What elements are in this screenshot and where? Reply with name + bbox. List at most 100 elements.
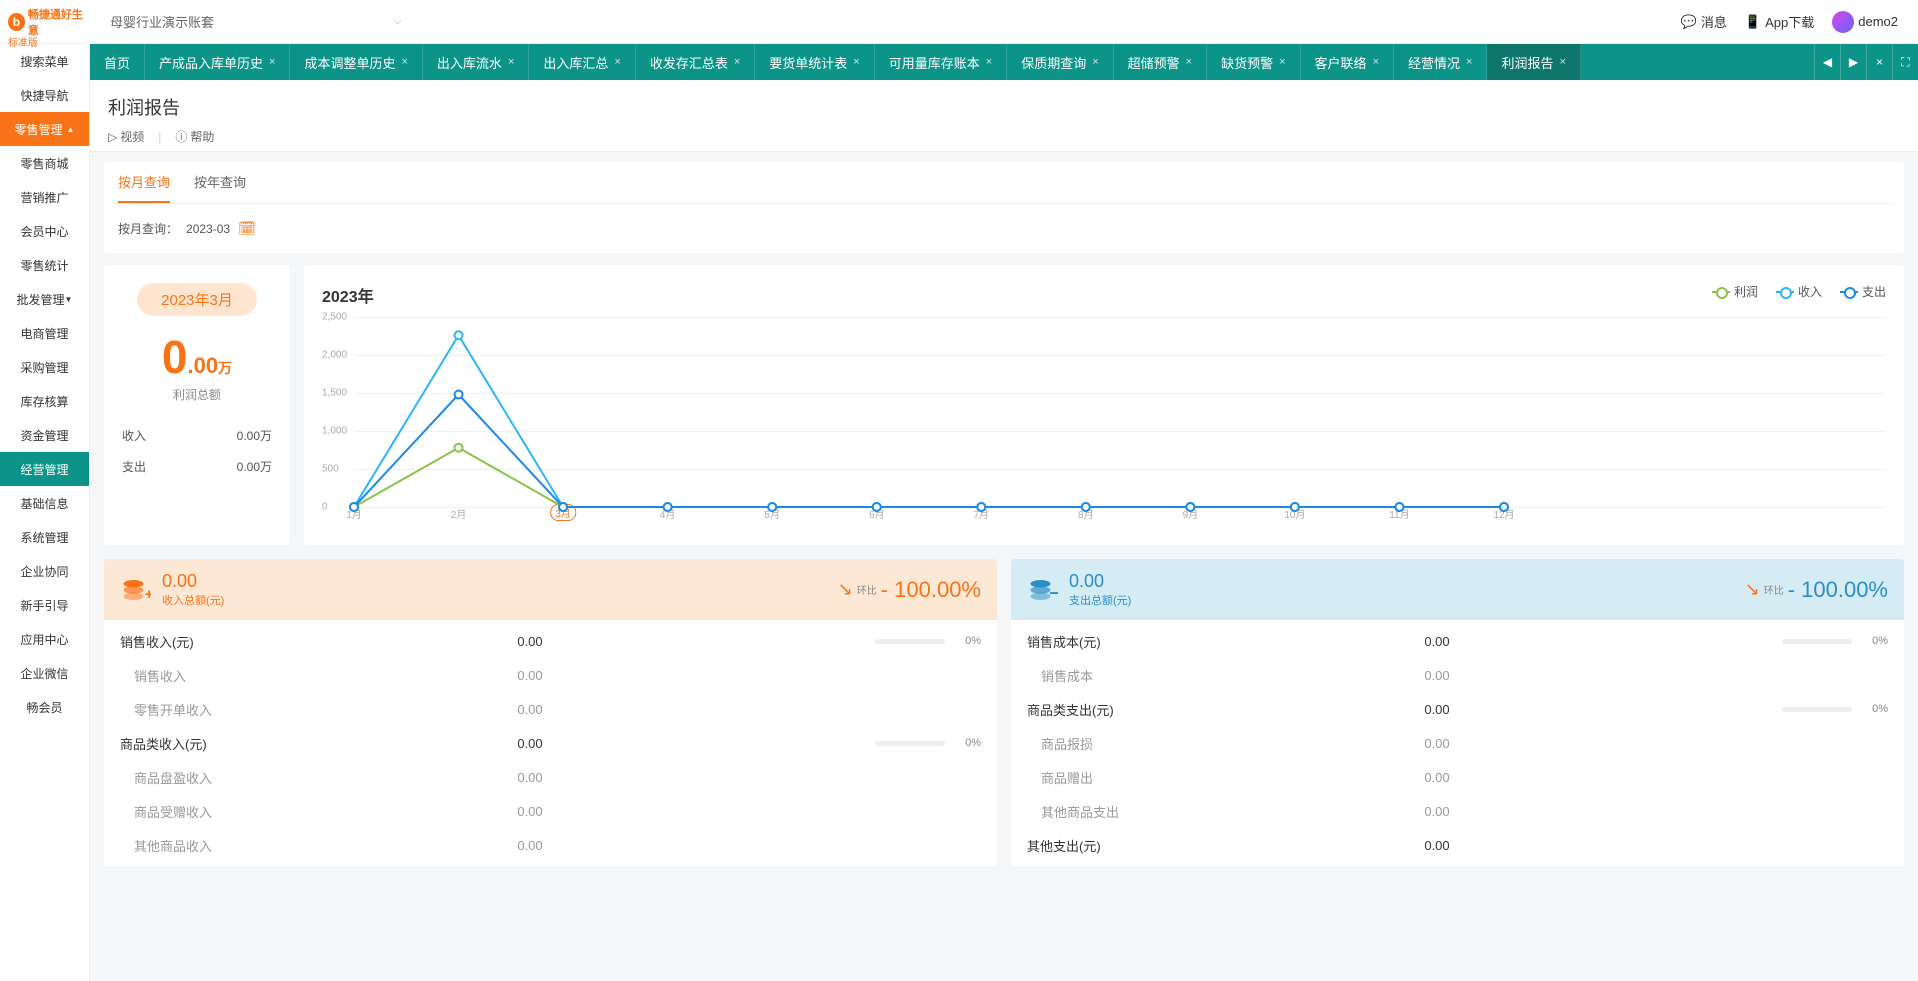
sidebar-item[interactable]: 基础信息 xyxy=(0,486,89,520)
trend-down-icon: ↘ xyxy=(1745,579,1760,600)
detail-panel: −0.00支出总额(元)↘环比- 100.00% 销售成本(元)0.000%销售成… xyxy=(1011,559,1904,866)
sidebar-item[interactable]: 会员中心 xyxy=(0,214,89,248)
sidebar-item[interactable]: 资金管理 xyxy=(0,418,89,452)
table-row: 销售收入0.00 xyxy=(120,658,981,692)
close-icon[interactable]: × xyxy=(1373,56,1379,68)
sidebar-item[interactable]: 营销推广 xyxy=(0,180,89,214)
sidebar-item[interactable]: 电商管理 xyxy=(0,316,89,350)
legend-item: 收入 xyxy=(1776,283,1822,300)
progress-bar xyxy=(875,639,945,644)
app-download-link[interactable]: 📱App下载 xyxy=(1745,12,1814,31)
sidebar-item[interactable]: 系统管理 xyxy=(0,520,89,554)
coins-plus-icon: + xyxy=(120,574,152,606)
tab[interactable]: 收发存汇总表× xyxy=(636,44,755,80)
progress-bar xyxy=(1782,707,1852,712)
tab-nav-button[interactable]: ⛶ xyxy=(1892,44,1918,80)
close-icon[interactable]: × xyxy=(734,56,740,68)
tab-nav-button[interactable]: ▶ xyxy=(1840,44,1866,80)
play-icon: ▷ xyxy=(108,130,117,144)
query-tab-month[interactable]: 按月查询 xyxy=(118,162,170,203)
close-icon[interactable]: × xyxy=(1466,56,1472,68)
sidebar-item[interactable]: 应用中心 xyxy=(0,622,89,656)
table-row: 零售开单收入0.00 xyxy=(120,692,981,726)
tabs-bar: 首页产成品入库单历史×成本调整单历史×出入库流水×出入库汇总×收发存汇总表×要货… xyxy=(90,44,1918,80)
profit-label: 利润总额 xyxy=(173,386,221,403)
sidebar-item[interactable]: 企业协同 xyxy=(0,554,89,588)
sidebar-item[interactable]: 企业微信 xyxy=(0,656,89,690)
table-row: 商品类收入(元)0.000% xyxy=(120,726,981,760)
close-icon[interactable]: × xyxy=(614,56,620,68)
tab-nav-button[interactable]: × xyxy=(1866,44,1892,80)
close-icon[interactable]: × xyxy=(1559,56,1565,68)
table-row: 销售成本0.00 xyxy=(1027,658,1888,692)
close-icon[interactable]: × xyxy=(1279,56,1285,68)
messages-link[interactable]: 💬消息 xyxy=(1681,12,1727,31)
tab[interactable]: 首页 xyxy=(90,44,145,80)
query-tab-year[interactable]: 按年查询 xyxy=(194,162,246,203)
sidebar: 搜索菜单快捷导航零售管理▲零售商城营销推广会员中心零售统计批发管理▼电商管理采购… xyxy=(0,44,90,981)
topbar: b 畅捷通好生意 标准版 母婴行业演示账套 ⌵ 💬消息 📱App下载 demo2 xyxy=(0,0,1918,44)
y-axis-label: 2,500 xyxy=(322,312,347,323)
svg-text:−: − xyxy=(1049,582,1058,602)
summary-period: 2023年3月 xyxy=(137,283,257,316)
help-link[interactable]: ⓘ帮助 xyxy=(175,128,214,145)
sidebar-item[interactable]: 采购管理 xyxy=(0,350,89,384)
tab[interactable]: 客户联络× xyxy=(1301,44,1394,80)
sidebar-item[interactable]: 快捷导航 xyxy=(0,78,89,112)
tab[interactable]: 出入库汇总× xyxy=(529,44,635,80)
close-icon[interactable]: × xyxy=(853,56,859,68)
tab[interactable]: 产成品入库单历史× xyxy=(145,44,290,80)
user-menu[interactable]: demo2 xyxy=(1832,11,1898,33)
progress-bar xyxy=(875,741,945,746)
sidebar-item[interactable]: 搜索菜单 xyxy=(0,44,89,78)
y-axis-label: 0 xyxy=(322,502,328,513)
sidebar-item[interactable]: 零售统计 xyxy=(0,248,89,282)
close-icon[interactable]: × xyxy=(508,56,514,68)
close-icon[interactable]: × xyxy=(1092,56,1098,68)
message-icon: 💬 xyxy=(1681,14,1697,30)
y-axis-label: 1,000 xyxy=(322,426,347,437)
tab[interactable]: 缺货预警× xyxy=(1207,44,1300,80)
sidebar-item[interactable]: 新手引导 xyxy=(0,588,89,622)
table-row: 其他支出(元)0.00 xyxy=(1027,828,1888,862)
sidebar-item[interactable]: 零售管理▲ xyxy=(0,112,89,146)
tab[interactable]: 要货单统计表× xyxy=(755,44,874,80)
chart-title: 2023年 xyxy=(322,283,1886,307)
close-icon[interactable]: × xyxy=(986,56,992,68)
panel-header: +0.00收入总额(元)↘环比- 100.00% xyxy=(104,559,997,620)
chart-area: 2,5002,0001,5001,00050001月2月3月4月5月6月7月8月… xyxy=(322,317,1886,527)
account-selector[interactable]: 母婴行业演示账套 ⌵ xyxy=(110,12,402,31)
video-link[interactable]: ▷视频 xyxy=(108,128,144,145)
tab[interactable]: 保质期查询× xyxy=(1007,44,1113,80)
tab[interactable]: 超储预警× xyxy=(1114,44,1207,80)
messages-label: 消息 xyxy=(1701,12,1727,31)
sidebar-item[interactable]: 库存核算 xyxy=(0,384,89,418)
panel-header: −0.00支出总额(元)↘环比- 100.00% xyxy=(1011,559,1904,620)
close-icon[interactable]: × xyxy=(1186,56,1192,68)
sidebar-item[interactable]: 畅会员 xyxy=(0,690,89,724)
calendar-icon[interactable]: 🗓 xyxy=(238,220,256,237)
tab[interactable]: 经营情况× xyxy=(1394,44,1487,80)
tab[interactable]: 可用量库存账本× xyxy=(875,44,1007,80)
tab[interactable]: 成本调整单历史× xyxy=(290,44,422,80)
table-row: 销售收入(元)0.000% xyxy=(120,624,981,658)
arrow-icon: ▼ xyxy=(65,295,73,304)
sidebar-item[interactable]: 批发管理▼ xyxy=(0,282,89,316)
logo-icon: b xyxy=(8,13,25,31)
legend-item: 支出 xyxy=(1840,283,1886,300)
legend-marker xyxy=(1840,291,1858,293)
page-title: 利润报告 xyxy=(108,94,1900,120)
sidebar-item[interactable]: 零售商城 xyxy=(0,146,89,180)
sidebar-item[interactable]: 经营管理 xyxy=(0,452,89,486)
tab[interactable]: 利润报告× xyxy=(1487,44,1580,80)
close-icon[interactable]: × xyxy=(269,56,275,68)
expense-row: 支出0.00万 xyxy=(122,458,272,475)
tab-nav-button[interactable]: ◀ xyxy=(1814,44,1840,80)
table-row: 商品类支出(元)0.000% xyxy=(1027,692,1888,726)
svg-text:+: + xyxy=(145,585,151,602)
table-row: 销售成本(元)0.000% xyxy=(1027,624,1888,658)
close-icon[interactable]: × xyxy=(401,56,407,68)
brand-edition: 标准版 xyxy=(8,34,38,49)
tab[interactable]: 出入库流水× xyxy=(423,44,529,80)
query-label: 按月查询： xyxy=(118,220,178,237)
